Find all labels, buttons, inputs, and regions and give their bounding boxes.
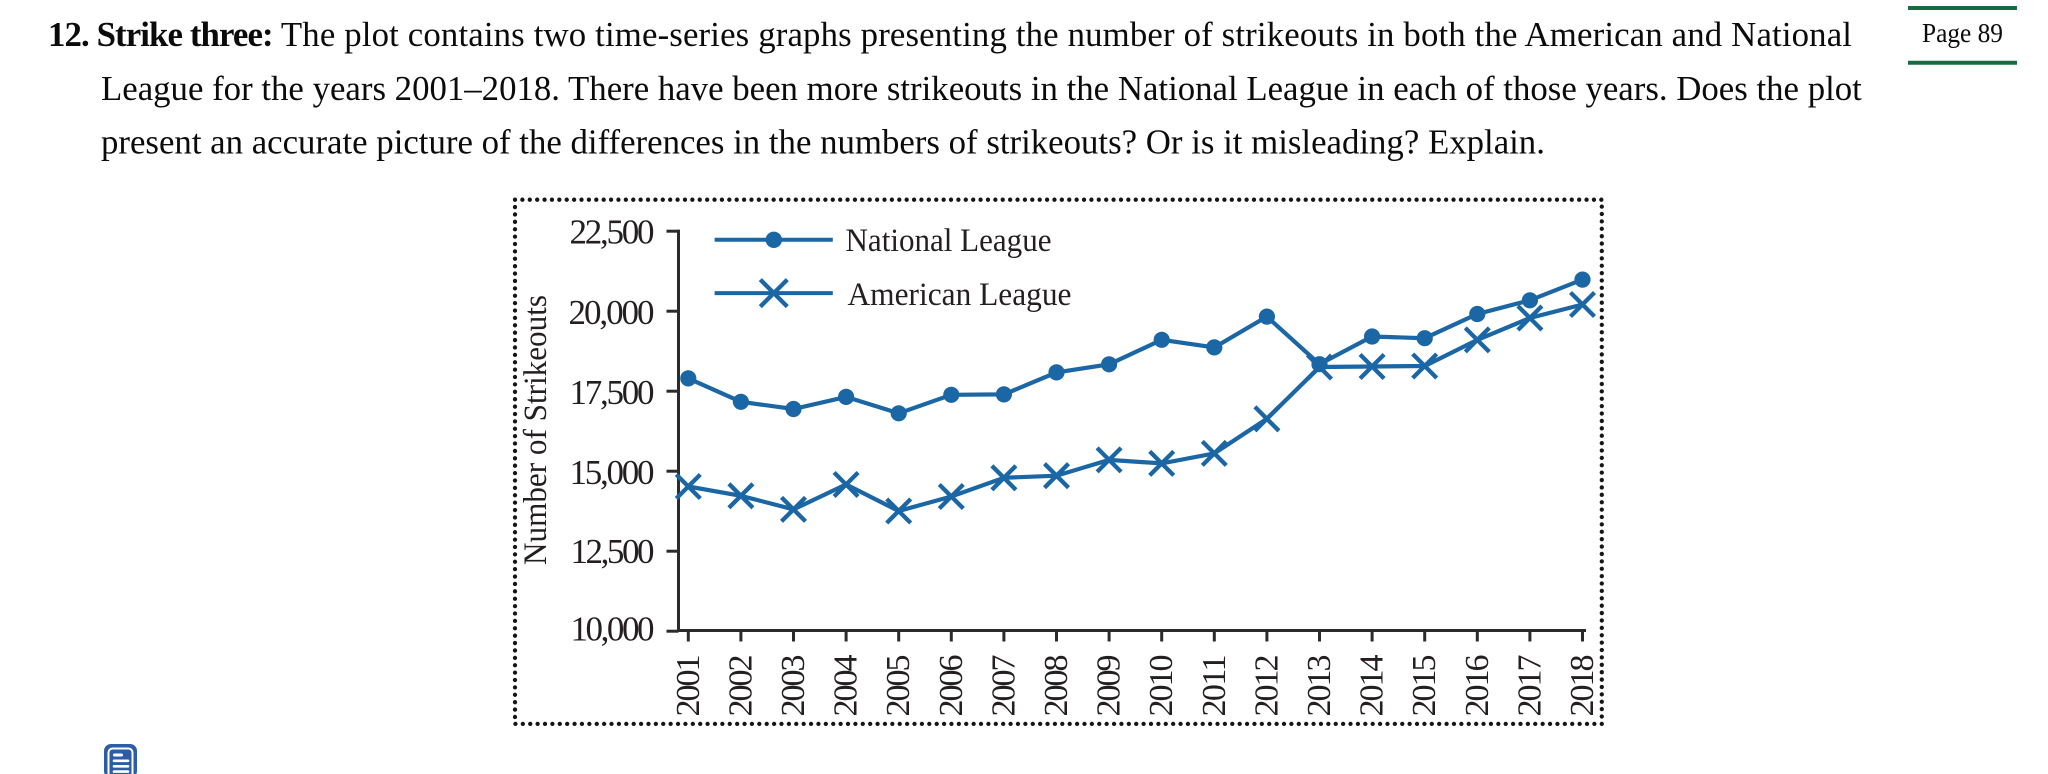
svg-text:present an accurate picture of: present an accurate picture of the diffe… bbox=[101, 123, 1545, 162]
svg-text:2008: 2008 bbox=[1038, 655, 1075, 717]
svg-text:League for the years 2001–2018: League for the years 2001–2018. There ha… bbox=[101, 69, 1862, 108]
svg-text:15,000: 15,000 bbox=[570, 453, 655, 492]
svg-text:2002: 2002 bbox=[722, 655, 759, 717]
svg-text:12. Strike three: The plot con: 12. Strike three: The plot contains two … bbox=[48, 15, 1852, 54]
svg-text:12,500: 12,500 bbox=[571, 532, 655, 571]
svg-text:2011: 2011 bbox=[1196, 655, 1233, 717]
svg-text:2004: 2004 bbox=[828, 655, 865, 717]
svg-text:20,000: 20,000 bbox=[569, 293, 655, 332]
svg-text:2012: 2012 bbox=[1248, 655, 1285, 717]
svg-text:Number of Strikeouts: Number of Strikeouts bbox=[518, 295, 554, 565]
svg-text:10,000: 10,000 bbox=[571, 610, 655, 649]
svg-text:2010: 2010 bbox=[1143, 655, 1180, 717]
svg-text:American League: American League bbox=[848, 277, 1072, 313]
svg-text:National League: National League bbox=[846, 223, 1052, 259]
svg-text:2001: 2001 bbox=[670, 655, 707, 717]
svg-text:2018: 2018 bbox=[1564, 655, 1601, 717]
svg-text:Page 89: Page 89 bbox=[1922, 17, 2003, 48]
svg-text:2009: 2009 bbox=[1091, 655, 1128, 717]
svg-text:2017: 2017 bbox=[1511, 655, 1548, 717]
svg-text:2014: 2014 bbox=[1354, 655, 1391, 717]
svg-text:17,500: 17,500 bbox=[570, 373, 655, 412]
svg-text:2005: 2005 bbox=[880, 655, 917, 717]
svg-text:2007: 2007 bbox=[985, 655, 1022, 717]
svg-text:2006: 2006 bbox=[933, 655, 970, 717]
svg-text:2013: 2013 bbox=[1301, 655, 1338, 717]
svg-text:22,500: 22,500 bbox=[570, 213, 655, 252]
svg-text:2003: 2003 bbox=[775, 655, 812, 717]
svg-text:2016: 2016 bbox=[1459, 655, 1496, 717]
svg-text:2015: 2015 bbox=[1406, 655, 1443, 717]
